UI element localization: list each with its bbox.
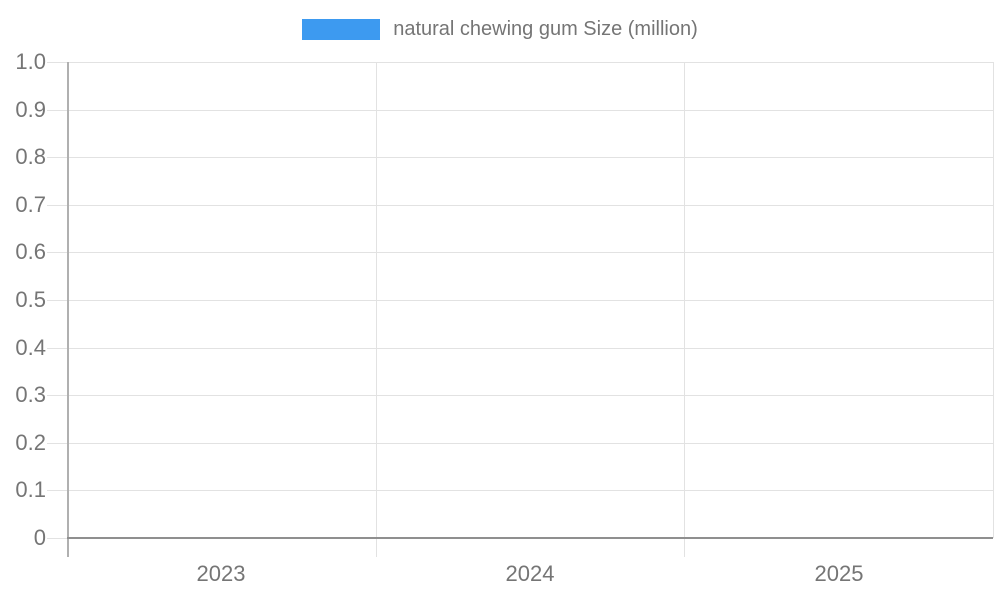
y-axis-tick-label: 0.8 (15, 144, 46, 169)
x-gridline (376, 62, 377, 557)
y-gridline (47, 252, 993, 253)
y-axis-line (67, 62, 69, 557)
y-gridline (47, 205, 993, 206)
y-gridline (47, 157, 993, 158)
plot-right-border (993, 62, 994, 538)
y-axis-tick-label: 0.5 (15, 287, 46, 312)
y-gridline (47, 490, 993, 491)
legend-swatch-icon (302, 19, 381, 40)
y-gridline (47, 395, 993, 396)
x-axis-tick-label: 2023 (196, 561, 246, 586)
y-axis-tick-label: 0.3 (15, 382, 46, 407)
y-gridline (47, 300, 993, 301)
x-gridline (684, 62, 685, 557)
x-axis-line (67, 537, 993, 539)
y-gridline (47, 62, 993, 63)
legend[interactable]: natural chewing gum Size (million) (0, 18, 1000, 41)
y-axis-tick-label: 1.0 (15, 49, 46, 74)
y-axis-tick-label: 0.7 (15, 192, 46, 217)
y-gridline (47, 443, 993, 444)
legend-label: natural chewing gum Size (million) (393, 18, 698, 40)
y-axis-tick-label: 0.6 (15, 239, 46, 264)
y-axis-tick-label: 0.1 (15, 477, 46, 502)
y-axis-tick-label: 0.4 (15, 335, 46, 360)
x-axis-tick-label: 2024 (505, 561, 555, 586)
y-axis-tick-label: 0.2 (15, 430, 46, 455)
y-gridline (47, 348, 993, 349)
y-tick-stub (47, 538, 67, 539)
x-axis-tick-label: 2025 (814, 561, 864, 586)
y-gridline (47, 110, 993, 111)
y-axis-tick-label: 0.9 (15, 97, 46, 122)
y-axis-tick-label: 0 (33, 525, 46, 550)
